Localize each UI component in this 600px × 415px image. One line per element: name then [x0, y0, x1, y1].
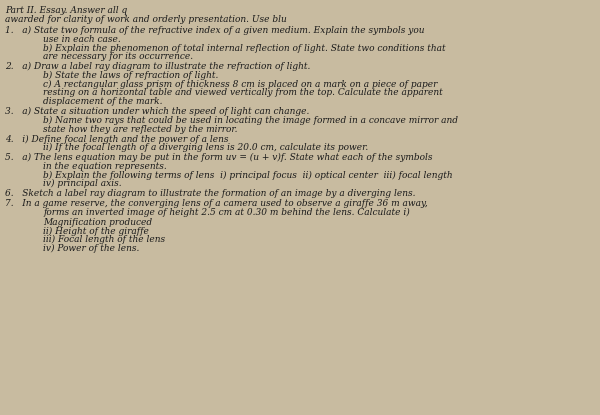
- Text: 2.   a) Draw a label ray diagram to illustrate the refraction of light.: 2. a) Draw a label ray diagram to illust…: [5, 62, 310, 71]
- Text: 5.   a) The lens equation may be put in the form uv = (u + v)f. State what each : 5. a) The lens equation may be put in th…: [5, 153, 432, 162]
- Text: iii) Focal length of the lens: iii) Focal length of the lens: [43, 235, 166, 244]
- Text: b) Explain the following terms of lens  i) principal focus  ii) optical center  : b) Explain the following terms of lens i…: [43, 171, 453, 180]
- Text: iv) Power of the lens.: iv) Power of the lens.: [43, 244, 140, 253]
- Text: iv) principal axis.: iv) principal axis.: [43, 179, 122, 188]
- Text: displacement of the mark.: displacement of the mark.: [43, 97, 163, 106]
- Text: 3.   a) State a situation under which the speed of light can change.: 3. a) State a situation under which the …: [5, 107, 309, 116]
- Text: state how they are reflected by the mirror.: state how they are reflected by the mirr…: [43, 124, 238, 134]
- Text: c) A rectangular glass prism of thickness 8 cm is placed on a mark on a piece of: c) A rectangular glass prism of thicknes…: [43, 80, 437, 89]
- Text: b) Name two rays that could be used in locating the image formed in a concave mi: b) Name two rays that could be used in l…: [43, 116, 458, 125]
- Text: use in each case.: use in each case.: [43, 35, 121, 44]
- Text: ii) If the focal length of a diverging lens is 20.0 cm, calculate its power.: ii) If the focal length of a diverging l…: [43, 143, 368, 152]
- Text: b) Explain the phenomenon of total internal reflection of light. State two condi: b) Explain the phenomenon of total inter…: [43, 44, 446, 53]
- Text: 4.   i) Define focal length and the power of a lens: 4. i) Define focal length and the power …: [5, 134, 229, 144]
- Text: in the equation represents.: in the equation represents.: [43, 162, 167, 171]
- Text: b) State the laws of refraction of light.: b) State the laws of refraction of light…: [43, 71, 218, 80]
- Text: forms an inverted image of height 2.5 cm at 0.30 m behind the lens. Calculate i): forms an inverted image of height 2.5 cm…: [43, 208, 410, 217]
- Text: Part II. Essay. Answer all q: Part II. Essay. Answer all q: [5, 6, 127, 15]
- Text: 7.   In a game reserve, the converging lens of a camera used to observe a giraff: 7. In a game reserve, the converging len…: [5, 199, 428, 208]
- Text: are necessary for its occurrence.: are necessary for its occurrence.: [43, 52, 193, 61]
- Text: Magnification produced: Magnification produced: [43, 218, 152, 227]
- Text: resting on a horizontal table and viewed vertically from the top. Calculate the : resting on a horizontal table and viewed…: [43, 88, 443, 98]
- Text: ii) Height of the giraffe: ii) Height of the giraffe: [43, 227, 149, 236]
- Text: 6.   Sketch a label ray diagram to illustrate the formation of an image by a div: 6. Sketch a label ray diagram to illustr…: [5, 189, 415, 198]
- Text: awarded for clarity of work and orderly presentation. Use blu: awarded for clarity of work and orderly …: [5, 15, 287, 24]
- Text: 1.   a) State two formula of the refractive index of a given medium. Explain the: 1. a) State two formula of the refractiv…: [5, 26, 424, 35]
